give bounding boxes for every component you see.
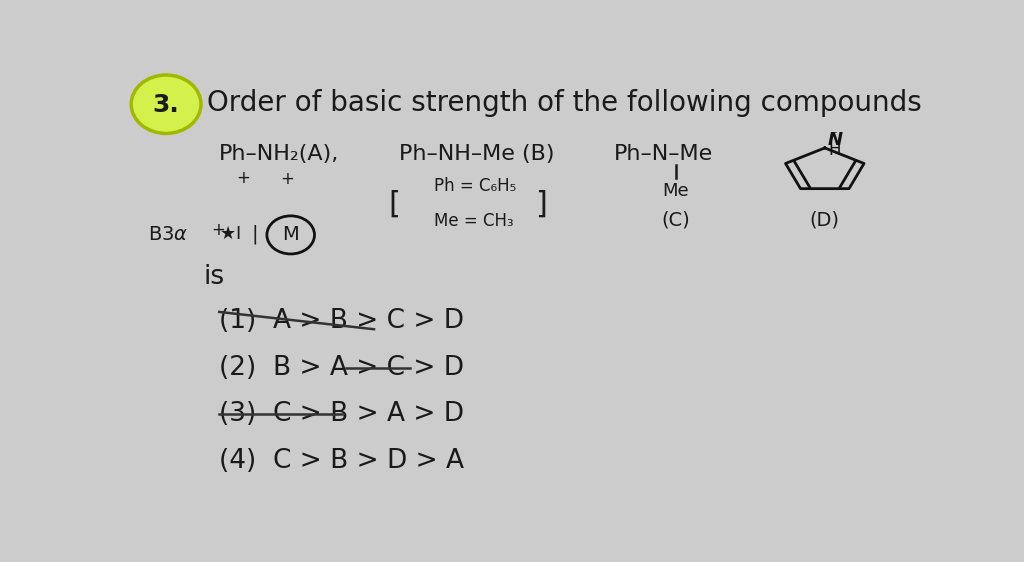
Text: +: + [237, 169, 250, 187]
Text: ..: .. [831, 123, 839, 136]
Text: B3$\alpha$: B3$\alpha$ [147, 225, 188, 243]
Text: Ph–NH₂(A),: Ph–NH₂(A), [219, 144, 339, 164]
Text: Ph–N–Me: Ph–N–Me [614, 144, 714, 164]
Text: H: H [828, 141, 842, 159]
Text: M: M [283, 225, 299, 244]
Text: N: N [827, 131, 843, 149]
Text: Me = CH₃: Me = CH₃ [433, 212, 513, 230]
Text: Ph–NH–Me (B): Ph–NH–Me (B) [399, 144, 555, 164]
Text: (3)  C > B > A > D: (3) C > B > A > D [219, 401, 464, 427]
Text: Me: Me [663, 182, 689, 200]
Text: 3.: 3. [153, 93, 179, 117]
Text: $\bigstar$I: $\bigstar$I [219, 225, 241, 243]
Text: Order of basic strength of the following compounds: Order of basic strength of the following… [207, 89, 922, 117]
Text: (2)  B > A > C > D: (2) B > A > C > D [219, 355, 464, 381]
Text: (4)  C > B > D > A: (4) C > B > D > A [219, 448, 464, 474]
Text: +: + [280, 170, 294, 188]
Ellipse shape [131, 75, 201, 133]
Text: (D): (D) [810, 210, 840, 229]
Text: (1)  A > B > C > D: (1) A > B > C > D [219, 307, 464, 334]
Text: Ph = C₆H₅: Ph = C₆H₅ [433, 178, 516, 196]
Text: |: | [251, 224, 258, 244]
Text: (C): (C) [662, 210, 690, 229]
Text: [: [ [388, 189, 399, 218]
Text: ]: ] [535, 189, 547, 218]
Text: is: is [204, 264, 224, 291]
Text: +: + [211, 221, 225, 239]
